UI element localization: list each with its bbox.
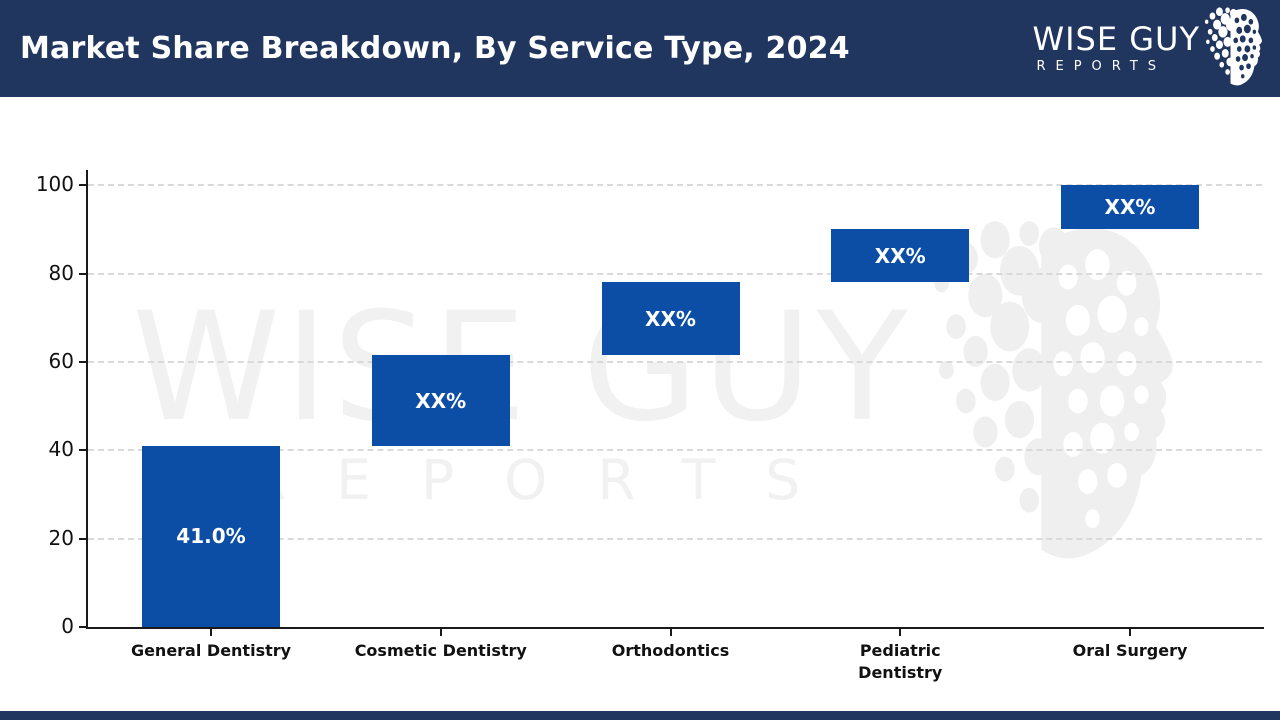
x-axis-line: [86, 627, 1264, 629]
logo-tagline: REPORTS: [1036, 59, 1167, 74]
x-tick-mark: [899, 629, 902, 636]
y-tick-mark: [79, 184, 88, 187]
x-axis-category-label: General Dentistry: [130, 641, 292, 660]
y-tick-mark: [79, 537, 88, 540]
bar-general-dentistry: 41.0%: [142, 445, 280, 627]
y-axis-tick-label: 80: [48, 260, 74, 285]
bar-value-label: XX%: [645, 306, 696, 331]
bar-value-label: XX%: [874, 243, 926, 268]
y-tick-mark: [79, 449, 88, 452]
wiseguy-logo: WISE GUY REPORTS: [1032, 6, 1266, 92]
x-tick-mark: [439, 629, 442, 636]
watermark-text: WISE GUY REPORTS: [132, 293, 912, 508]
bar-value-label: XX%: [1104, 195, 1156, 220]
x-axis-category-label: Orthodontics: [611, 641, 730, 660]
gridline-20: [88, 537, 1262, 540]
bar-value-label: XX%: [415, 388, 467, 413]
gridline-60: [88, 360, 1262, 363]
y-axis-tick-label: 60: [48, 348, 74, 373]
gridline-40: [88, 449, 1262, 452]
x-tick-mark: [1129, 629, 1131, 636]
bar-value-label: 41.0%: [176, 524, 246, 549]
y-axis-tick-label: 20: [48, 525, 74, 550]
x-axis-category-label: Pediatric Dentistry: [858, 641, 943, 682]
y-tick-mark: [79, 272, 88, 275]
watermark-line1: WISE GUY: [132, 281, 912, 455]
y-tick-mark: [79, 626, 88, 628]
gridline-80: [88, 272, 1262, 275]
y-axis-tick-label: 40: [48, 437, 74, 462]
logo-name: WISE GUY: [1032, 20, 1200, 58]
gridline-100: [88, 184, 1262, 187]
x-tick-mark: [210, 629, 212, 636]
dotted-head-icon: [1204, 6, 1262, 85]
bar-oral-surgery: XX%: [1061, 185, 1199, 230]
y-tick-mark: [79, 360, 88, 363]
y-axis-tick-label: 100: [35, 172, 74, 197]
footer-bar: [0, 711, 1280, 720]
bar-orthodontics: XX%: [601, 282, 740, 356]
bar-pediatric-dentistry: XX%: [831, 229, 970, 283]
x-axis-category-label: Cosmetic Dentistry: [354, 641, 527, 660]
x-axis-category-label: Oral Surgery: [1072, 641, 1188, 660]
watermark-line2: REPORTS: [248, 448, 851, 512]
header-bar: Market Share Breakdown, By Service Type,…: [0, 0, 1280, 97]
y-axis-tick-label: 0: [61, 614, 74, 638]
x-tick-mark: [669, 629, 672, 636]
page-title: Market Share Breakdown, By Service Type,…: [20, 31, 850, 66]
y-axis-line: [86, 170, 88, 629]
bar-cosmetic-dentistry: XX%: [371, 355, 510, 446]
